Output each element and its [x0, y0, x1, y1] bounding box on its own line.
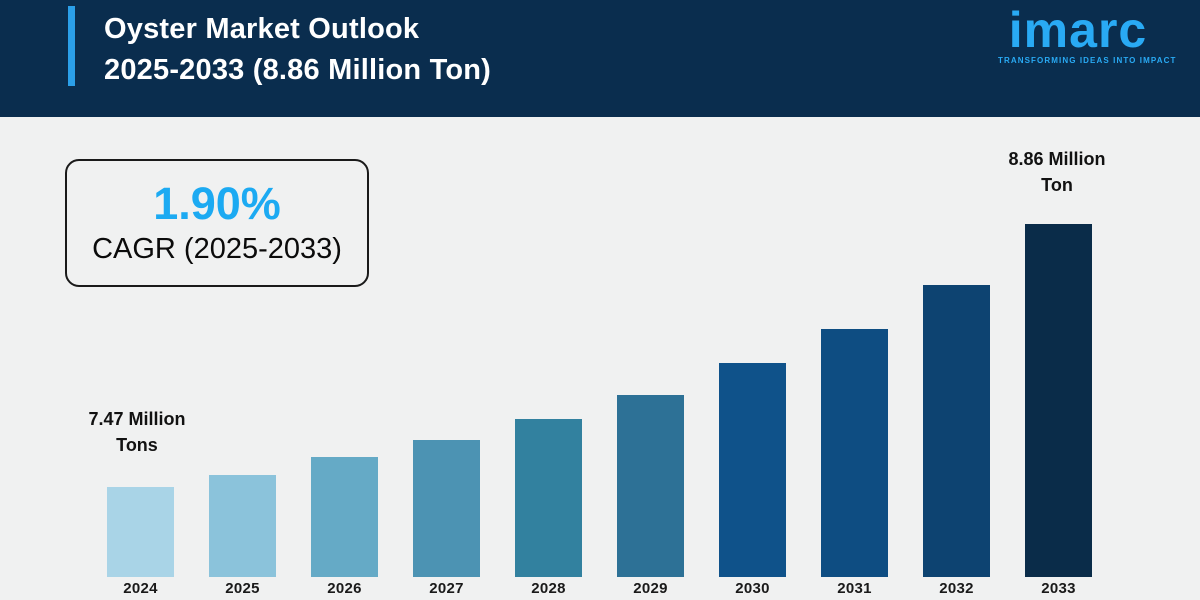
bar-group-2024: 2024 [107, 487, 174, 598]
bar-year-label-2024: 2024 [123, 580, 158, 597]
bar-year-label-2030: 2030 [735, 580, 770, 597]
cagr-period-label: CAGR (2025-2033) [92, 233, 342, 265]
page-title-line1: Oyster Market Outlook [104, 13, 420, 45]
cagr-value: 1.90% [153, 178, 281, 229]
bar-group-2030: 2030 [719, 363, 786, 598]
bar-2031 [821, 329, 888, 577]
bar-chart: 2024 2025 2026 2027 2028 2029 2030 2031 2032 2033 [107, 224, 1092, 598]
bar-year-label-2026: 2026 [327, 580, 362, 597]
bar-year-label-2032: 2032 [939, 580, 974, 597]
bar-group-2031: 2031 [821, 329, 888, 598]
bar-2025 [209, 475, 276, 577]
bar-2029 [617, 395, 684, 577]
bar-group-2028: 2028 [515, 419, 582, 598]
cagr-callout-box: 1.90% CAGR (2025-2033) [65, 159, 369, 287]
last-bar-value-line1: 8.86 Million [1008, 149, 1106, 169]
page-title: Oyster Market Outlook 2025-2033 (8.86 Mi… [104, 9, 491, 91]
header-banner: Oyster Market Outlook 2025-2033 (8.86 Mi… [0, 0, 1200, 117]
bar-2026 [311, 457, 378, 577]
first-bar-value-annotation: 7.47 Million Tons [55, 406, 219, 458]
bar-2033 [1025, 224, 1092, 577]
bar-group-2029: 2029 [617, 395, 684, 598]
bar-group-2025: 2025 [209, 475, 276, 598]
imarc-logo-wordmark: imarc [1008, 2, 1148, 58]
bar-year-label-2028: 2028 [531, 580, 566, 597]
chart-canvas: 1.90% CAGR (2025-2033) 7.47 Million Tons… [0, 117, 1200, 600]
page-title-line2: 2025-2033 (8.86 Million Ton) [104, 54, 492, 86]
bar-year-label-2025: 2025 [225, 580, 260, 597]
first-bar-value-line2: Tons [116, 435, 158, 455]
imarc-logo: imarc TRANSFORMING IDEAS INTO IMPACT [998, 2, 1177, 65]
bar-group-2033: 2033 [1025, 224, 1092, 598]
imarc-logo-tagline: TRANSFORMING IDEAS INTO IMPACT [998, 56, 1177, 65]
bar-year-label-2033: 2033 [1041, 580, 1076, 597]
bar-group-2027: 2027 [413, 440, 480, 598]
bar-group-2026: 2026 [311, 457, 378, 598]
bar-2032 [923, 285, 990, 577]
bar-year-label-2027: 2027 [429, 580, 464, 597]
bar-group-2032: 2032 [923, 285, 990, 598]
last-bar-value-line2: Ton [1041, 175, 1073, 195]
last-bar-value-annotation: 8.86 Million Ton [975, 146, 1139, 198]
bar-2027 [413, 440, 480, 577]
bar-year-label-2029: 2029 [633, 580, 668, 597]
bar-2024 [107, 487, 174, 577]
bar-year-label-2031: 2031 [837, 580, 872, 597]
title-accent-bar [68, 6, 75, 86]
bar-2028 [515, 419, 582, 577]
first-bar-value-line1: 7.47 Million [88, 409, 186, 429]
bar-2030 [719, 363, 786, 577]
